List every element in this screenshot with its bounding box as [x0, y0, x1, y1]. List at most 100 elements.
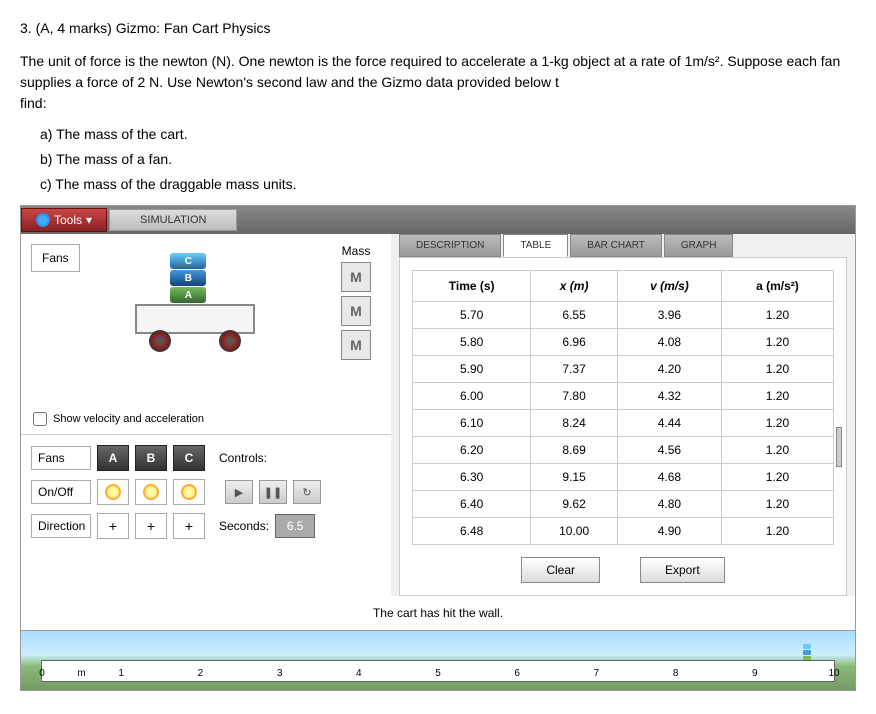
- status-message: The cart has hit the wall.: [21, 596, 855, 630]
- table-cell: 3.96: [617, 302, 721, 329]
- mass-unit-3[interactable]: M: [341, 330, 371, 360]
- table-cell: 1.20: [721, 410, 833, 437]
- simulation-panel: Fans C B A: [21, 234, 391, 596]
- wheel-left: [149, 330, 171, 352]
- simulation-canvas[interactable]: C B A: [80, 244, 331, 394]
- table-cell: 8.69: [531, 437, 618, 464]
- tools-label: Tools: [54, 213, 82, 227]
- fan-c[interactable]: C: [170, 253, 206, 269]
- question-item-a: a) The mass of the cart.: [40, 124, 856, 145]
- fan-a[interactable]: A: [170, 287, 206, 303]
- col-time: Time (s): [413, 271, 531, 302]
- question-item-c: c) The mass of the draggable mass units.: [40, 174, 856, 195]
- table-cell: 4.08: [617, 329, 721, 356]
- ruler-mark: 3: [277, 668, 283, 679]
- ruler-mark: 5: [435, 668, 441, 679]
- table-cell: 6.40: [413, 491, 531, 518]
- ruler-unit-label: m: [77, 668, 85, 679]
- tools-icon: [36, 213, 50, 227]
- ruler-mark: 4: [356, 668, 362, 679]
- direction-b[interactable]: +: [135, 513, 167, 539]
- table-cell: 6.48: [413, 518, 531, 545]
- table-cell: 1.20: [721, 518, 833, 545]
- table-cell: 4.32: [617, 383, 721, 410]
- col-v: v (m/s): [617, 271, 721, 302]
- gizmo-app: Tools ▾ SIMULATION Fans C B A: [20, 205, 856, 691]
- simulation-tab[interactable]: SIMULATION: [109, 209, 237, 231]
- table-row: 6.108.244.441.20: [413, 410, 834, 437]
- direction-row-label: Direction: [31, 514, 91, 538]
- direction-c[interactable]: +: [173, 513, 205, 539]
- table-row: 5.806.964.081.20: [413, 329, 834, 356]
- export-button[interactable]: Export: [640, 557, 725, 583]
- show-velocity-label: Show velocity and acceleration: [53, 413, 204, 425]
- table-cell: 1.20: [721, 437, 833, 464]
- table-cell: 9.15: [531, 464, 618, 491]
- mini-cart: [803, 644, 833, 660]
- direction-a[interactable]: +: [97, 513, 129, 539]
- table-cell: 6.96: [531, 329, 618, 356]
- tab-barchart[interactable]: BAR CHART: [570, 234, 662, 257]
- controls-label: Controls:: [219, 451, 267, 465]
- mass-unit-2[interactable]: M: [341, 296, 371, 326]
- table-cell: 6.20: [413, 437, 531, 464]
- question-title: Gizmo: Fan Cart Physics: [116, 20, 271, 36]
- mass-unit-1[interactable]: M: [341, 262, 371, 292]
- ruler-mark: 2: [198, 668, 204, 679]
- table-row: 5.907.374.201.20: [413, 356, 834, 383]
- seconds-value[interactable]: 6.5: [275, 514, 315, 538]
- fan-select-b[interactable]: B: [135, 445, 167, 471]
- table-cell: 5.70: [413, 302, 531, 329]
- table-cell: 4.90: [617, 518, 721, 545]
- play-button[interactable]: ▶: [225, 480, 253, 504]
- ruler-mark: 6: [514, 668, 520, 679]
- ruler-mark: 9: [752, 668, 758, 679]
- fan-select-c[interactable]: C: [173, 445, 205, 471]
- table-cell: 4.44: [617, 410, 721, 437]
- show-velocity-checkbox[interactable]: [33, 412, 47, 426]
- top-bar: Tools ▾ SIMULATION: [21, 206, 855, 234]
- table-cell: 1.20: [721, 491, 833, 518]
- wheel-right: [219, 330, 241, 352]
- question-find: find:: [20, 93, 856, 114]
- table-row: 5.706.553.961.20: [413, 302, 834, 329]
- onoff-row-label: On/Off: [31, 480, 91, 504]
- fan-b[interactable]: B: [170, 270, 206, 286]
- tab-description[interactable]: DESCRIPTION: [399, 234, 501, 257]
- table-row: 6.309.154.681.20: [413, 464, 834, 491]
- table-cell: 4.68: [617, 464, 721, 491]
- col-x: x (m): [531, 271, 618, 302]
- table-row: 6.409.624.801.20: [413, 491, 834, 518]
- fans-box-label: Fans: [31, 244, 80, 272]
- tab-table[interactable]: TABLE: [503, 234, 568, 257]
- col-a: a (m/s²): [721, 271, 833, 302]
- onoff-c[interactable]: [173, 479, 205, 505]
- table-cell: 5.90: [413, 356, 531, 383]
- table-cell: 1.20: [721, 464, 833, 491]
- table-cell: 6.30: [413, 464, 531, 491]
- table-row: 6.208.694.561.20: [413, 437, 834, 464]
- ruler-mark: 0: [39, 668, 45, 679]
- tools-button[interactable]: Tools ▾: [21, 208, 107, 232]
- onoff-b[interactable]: [135, 479, 167, 505]
- fans-row-label: Fans: [31, 446, 91, 470]
- table-cell: 7.37: [531, 356, 618, 383]
- table-cell: 9.62: [531, 491, 618, 518]
- onoff-a[interactable]: [97, 479, 129, 505]
- clear-button[interactable]: Clear: [521, 557, 600, 583]
- scrollbar[interactable]: [836, 427, 842, 467]
- data-panel: DESCRIPTION TABLE BAR CHART GRAPH Time (…: [391, 234, 855, 596]
- table-cell: 1.20: [721, 329, 833, 356]
- reset-button[interactable]: ↻: [293, 480, 321, 504]
- table-cell: 4.56: [617, 437, 721, 464]
- table-row: 6.4810.004.901.20: [413, 518, 834, 545]
- table-cell: 7.80: [531, 383, 618, 410]
- cart[interactable]: [135, 304, 255, 334]
- track-area: 012345678910m: [21, 630, 855, 690]
- ruler-mark: 10: [828, 668, 839, 679]
- tab-graph[interactable]: GRAPH: [664, 234, 734, 257]
- table-row: 6.007.804.321.20: [413, 383, 834, 410]
- fan-select-a[interactable]: A: [97, 445, 129, 471]
- pause-button[interactable]: ❚❚: [259, 480, 287, 504]
- table-cell: 1.20: [721, 356, 833, 383]
